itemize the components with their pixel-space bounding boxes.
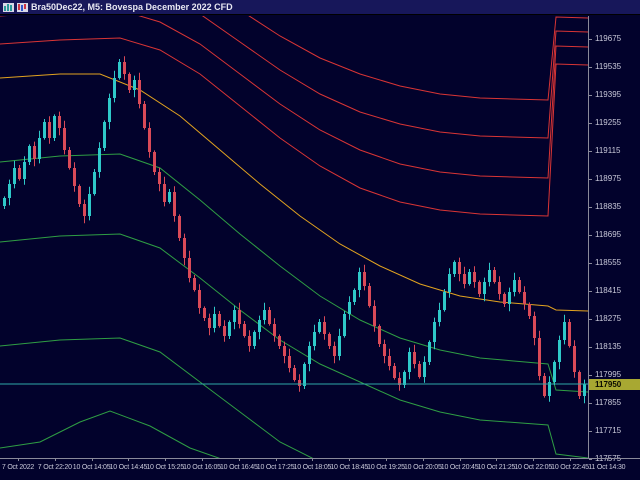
price-axis-tick [589, 151, 592, 152]
price-axis-tick [589, 123, 592, 124]
price-axis-tick [589, 95, 592, 96]
time-axis-label: 10 Oct 20:45 [440, 464, 479, 471]
candlestick-icon [17, 2, 28, 12]
price-axis-label: 119535 [595, 62, 622, 71]
time-axis-tick [128, 459, 130, 461]
time-axis[interactable]: 7 Oct 2022 7 Oct 22:20 10 Oct 14:05 10 Oct … [0, 458, 640, 480]
time-axis-label: 7 Oct 2022 [1, 464, 35, 471]
price-axis-label: 117995 [595, 370, 622, 379]
time-axis-label: 10 Oct 18:45 [330, 464, 369, 471]
price-axis-tick [589, 67, 592, 68]
time-axis-tick [18, 459, 19, 461]
price-axis-label: 119255 [595, 118, 622, 127]
price-axis-tick [589, 179, 592, 180]
middle-band [0, 73, 588, 312]
price-axis-label: 117715 [595, 426, 622, 435]
lower-band-1 [0, 153, 588, 393]
time-axis-label: 10 Oct 16:05 [183, 464, 221, 471]
time-axis-tick [496, 459, 498, 461]
indicator-bands [0, 16, 588, 458]
price-axis-label: 118835 [595, 202, 622, 211]
lower-band-4 [0, 410, 221, 458]
price-axis-tick [589, 39, 592, 40]
chart-canvas[interactable] [0, 16, 588, 458]
time-axis-tick [238, 459, 240, 461]
time-axis-tick [459, 459, 461, 461]
upper-band-3 [201, 16, 588, 139]
time-axis-tick [386, 459, 387, 461]
time-axis-tick [349, 459, 351, 461]
time-axis-label: 10 Oct 20:05 [403, 464, 442, 471]
price-axis-label: 118555 [595, 258, 622, 267]
price-axis-label: 118975 [595, 174, 622, 183]
price-axis-tick [589, 375, 592, 376]
price-axis-label: 118415 [595, 286, 622, 295]
time-axis-label: 10 Oct 18:05 [293, 464, 332, 471]
price-axis-tick [589, 459, 592, 460]
time-axis-tick [275, 459, 277, 461]
time-axis-label: 10 Oct 22:45 [551, 464, 589, 471]
price-axis-tick [589, 347, 592, 348]
time-axis-label: 10 Oct 19:25 [367, 464, 405, 471]
price-axis-tick [589, 263, 592, 264]
time-axis-label: 10 Oct 16:45 [219, 464, 258, 471]
price-axis[interactable]: 119675 119535 119395 119255 119115 118975 1188… [588, 16, 640, 463]
price-axis-label: 118135 [595, 342, 622, 351]
time-axis-tick [91, 459, 93, 461]
time-axis-label: 10 Oct 14:45 [109, 464, 148, 471]
price-axis-tick [589, 319, 592, 320]
time-axis-label: 10 Oct 14:05 [72, 464, 111, 471]
lower-band-2 [0, 233, 588, 458]
time-axis-label: 11 Oct 14:30 [588, 464, 626, 471]
time-axis-label: 7 Oct 22:20 [37, 464, 72, 471]
price-axis-label: 119115 [595, 146, 621, 155]
chart-bars-icon [3, 2, 14, 12]
price-axis-label: 117855 [595, 398, 622, 407]
price-axis-label: 119675 [595, 34, 622, 43]
time-axis-label: 10 Oct 17:25 [256, 464, 295, 471]
price-axis-label: 118275 [595, 314, 622, 323]
chart-title: Bra50Dec22, M5: Bovespa December 2022 CF… [31, 2, 233, 12]
time-axis-tick [54, 459, 56, 461]
chart-title-bar[interactable]: Bra50Dec22, M5: Bovespa December 2022 CF… [0, 0, 640, 15]
price-chart[interactable] [0, 16, 588, 458]
time-axis-tick [606, 459, 608, 461]
time-axis-tick [570, 459, 571, 461]
time-axis-label: 10 Oct 15:25 [146, 464, 185, 471]
price-axis-tick [589, 207, 592, 208]
time-axis-tick [202, 459, 203, 461]
time-axis-label: 10 Oct 22:05 [514, 464, 553, 471]
price-axis-tick [589, 235, 592, 236]
time-axis-tick [312, 459, 314, 461]
time-axis-tick [422, 459, 424, 461]
time-axis-tick [533, 459, 535, 461]
price-axis-label: 119395 [595, 90, 622, 99]
price-axis-tick [589, 431, 592, 432]
price-axis-tick [589, 291, 592, 292]
upper-band-1 [0, 37, 588, 217]
candles [3, 56, 586, 404]
price-axis-tick [589, 403, 592, 404]
current-price-tag: 117950 [589, 379, 640, 390]
upper-band-2 [0, 16, 588, 179]
price-axis-label: 118695 [595, 230, 622, 239]
upper-band-4 [248, 16, 588, 101]
lower-band-3 [0, 337, 314, 458]
time-axis-tick [165, 459, 167, 461]
time-axis-label: 10 Oct 21:25 [477, 464, 516, 471]
